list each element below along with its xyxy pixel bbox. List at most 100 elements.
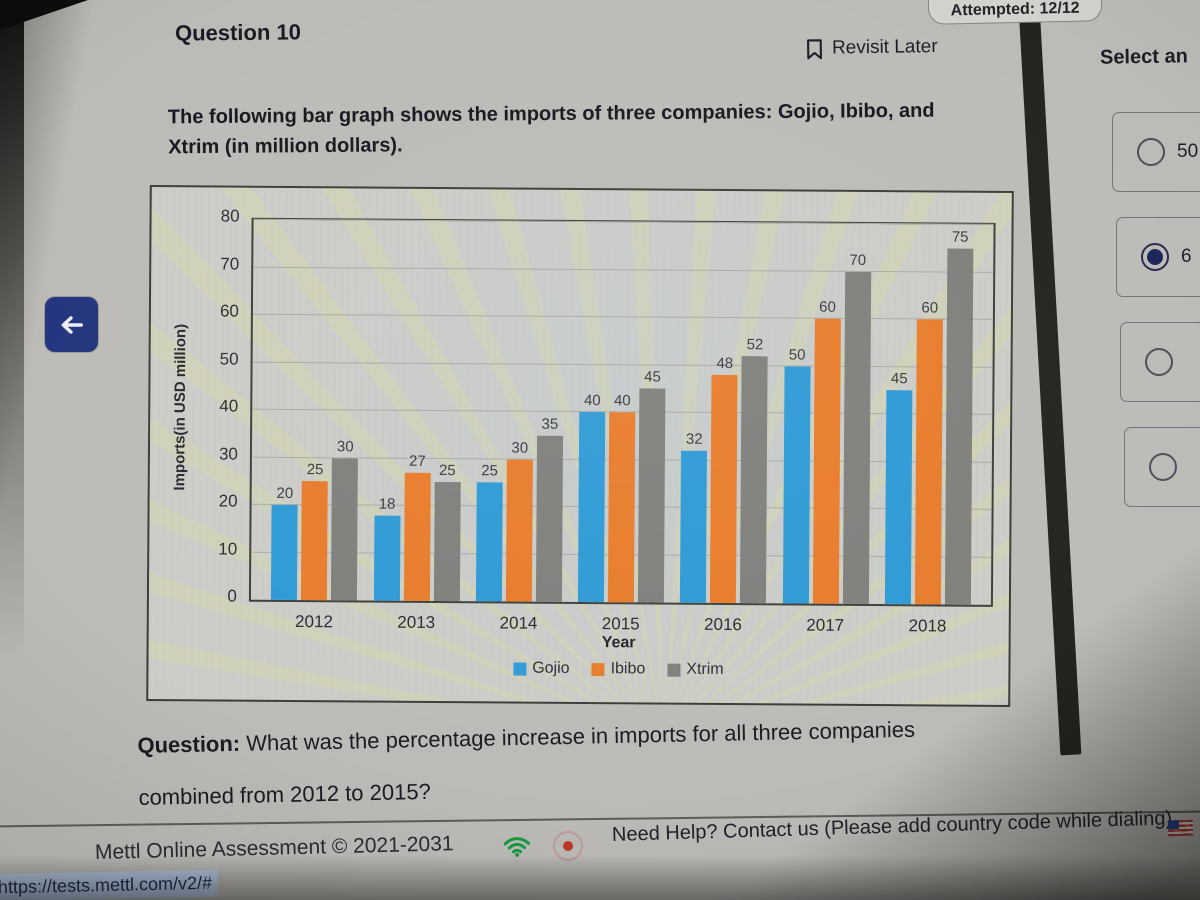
attempted-badge: Attempted: 12/12 (927, 0, 1103, 25)
data-label: 40 (613, 392, 631, 410)
barwrap: 40 (607, 222, 637, 603)
select-answer-heading: Select an (1099, 45, 1189, 69)
barwrap: 60 (812, 224, 841, 604)
data-label: 75 (951, 228, 969, 246)
barwrap: 18 (373, 221, 402, 601)
legend-item-gojio: Gojio (513, 660, 570, 678)
data-label: 27 (408, 452, 426, 470)
x-tick-label: 2016 (704, 614, 742, 635)
bar-group-2013: 18 27 25 2013 (373, 221, 462, 632)
bookmark-icon (807, 38, 822, 59)
revisit-later-button[interactable]: Revisit Later (806, 36, 938, 60)
barwrap: 20 (271, 220, 300, 601)
y-axis-title: Imports(in USD million) (171, 323, 190, 491)
flag-canton (1167, 820, 1180, 830)
bar-ibibo-2013 (403, 472, 431, 601)
barwrap: 75 (944, 225, 974, 605)
bar-xtrim-2012 (331, 457, 359, 601)
barwrap: 35 (535, 222, 565, 602)
y-ticks: 80 70 60 50 40 30 20 10 0 (195, 206, 240, 605)
scrollbar-thumb[interactable] (1019, 13, 1082, 756)
answer-option-1[interactable]: 50 (1112, 112, 1200, 192)
barwrap: 52 (740, 223, 769, 604)
radio-option-2[interactable] (1141, 243, 1169, 271)
barwrap: 40 (577, 222, 607, 603)
data-label: 45 (644, 368, 661, 386)
url-status-tooltip: https://tests.mettl.com/v2/# (0, 869, 219, 900)
y-tick-label: 10 (218, 538, 238, 559)
bar-gojio-2014 (475, 482, 503, 602)
radio-option-1[interactable] (1137, 138, 1165, 166)
y-tick-label: 20 (218, 491, 238, 511)
answer-option-2[interactable]: 6 (1116, 217, 1200, 297)
question-prefix: Question: (137, 730, 241, 759)
data-label: 30 (336, 437, 354, 455)
legend-label: Ibibo (610, 660, 646, 678)
bar-ibibo-2017 (812, 318, 841, 604)
plot-area: 20 25 30 2012 18 27 25 2013 25 30 35 2014 40 40 45 2015… (248, 217, 996, 636)
y-tick-label: 70 (220, 253, 240, 274)
barwrap: 60 (914, 224, 944, 605)
option-2-label: 6 (1181, 246, 1192, 267)
photo-bezel-left (0, 0, 24, 660)
bar-gojio-2015 (577, 411, 606, 603)
data-label: 18 (378, 495, 396, 513)
bar-group-2016: 32 48 52 2016 (680, 223, 769, 634)
bar-group-2015: 40 40 45 2015 (577, 222, 667, 633)
bar-group-2018: 45 60 75 2018 (884, 224, 974, 636)
data-label: 25 (438, 462, 456, 480)
data-label: 20 (276, 484, 294, 502)
bar-xtrim-2018 (944, 248, 974, 605)
x-tick-label: 2017 (806, 615, 845, 635)
data-label: 25 (481, 462, 498, 480)
barwrap: 30 (331, 220, 360, 601)
bar-xtrim-2013 (433, 482, 461, 602)
bar-gojio-2018 (884, 390, 913, 605)
legend-label: Xtrim (686, 660, 724, 679)
barwrap: 70 (842, 224, 871, 605)
us-flag-icon (1167, 819, 1194, 837)
record-dot (562, 840, 574, 852)
bar-xtrim-2016 (740, 356, 768, 604)
bar-group-2017: 50 60 70 2017 (782, 223, 871, 635)
data-label: 50 (788, 345, 806, 364)
bar-xtrim-2015 (637, 388, 666, 603)
bar-gojio-2016 (680, 450, 708, 603)
barwrap: 30 (505, 221, 535, 602)
data-label: 35 (541, 415, 559, 433)
x-tick-label: 2018 (908, 616, 947, 636)
data-label: 45 (890, 370, 908, 388)
statement-line2: Xtrim (in million dollars). (168, 134, 403, 159)
barwrap: 27 (403, 221, 432, 601)
barwrap: 50 (782, 223, 811, 604)
barwrap: 25 (475, 221, 505, 602)
barwrap: 32 (680, 223, 709, 603)
answer-option-3[interactable] (1120, 322, 1200, 402)
record-icon (552, 830, 584, 862)
bar-group-2012: 20 25 30 2012 (271, 220, 360, 631)
y-tick-label: 80 (220, 206, 240, 226)
revisit-later-label: Revisit Later (831, 36, 938, 59)
y-tick-label: 0 (227, 586, 238, 606)
back-arrow-icon (61, 315, 83, 334)
bar-xtrim-2017 (842, 271, 871, 605)
barwrap: 25 (433, 221, 462, 602)
legend-item-ibibo: Ibibo (591, 660, 646, 678)
bar-ibibo-2012 (301, 481, 328, 601)
answer-option-4[interactable] (1124, 427, 1200, 507)
back-button[interactable] (45, 297, 98, 352)
radio-option-4[interactable] (1149, 453, 1177, 481)
wifi-icon (503, 834, 532, 864)
footer-copyright: Mettl Online Assessment © 2021-2031 (94, 832, 454, 864)
data-label: 32 (685, 430, 703, 448)
legend-swatch (513, 662, 527, 676)
chart-legend: Gojio Ibibo Xtrim (248, 658, 988, 681)
x-tick-label: 2013 (397, 612, 436, 632)
radio-option-3[interactable] (1145, 348, 1173, 376)
data-label: 60 (921, 299, 939, 317)
bar-gojio-2012 (271, 504, 298, 601)
problem-statement: The following bar graph shows the import… (168, 96, 935, 163)
data-label: 25 (306, 461, 324, 479)
legend-swatch (591, 662, 605, 676)
